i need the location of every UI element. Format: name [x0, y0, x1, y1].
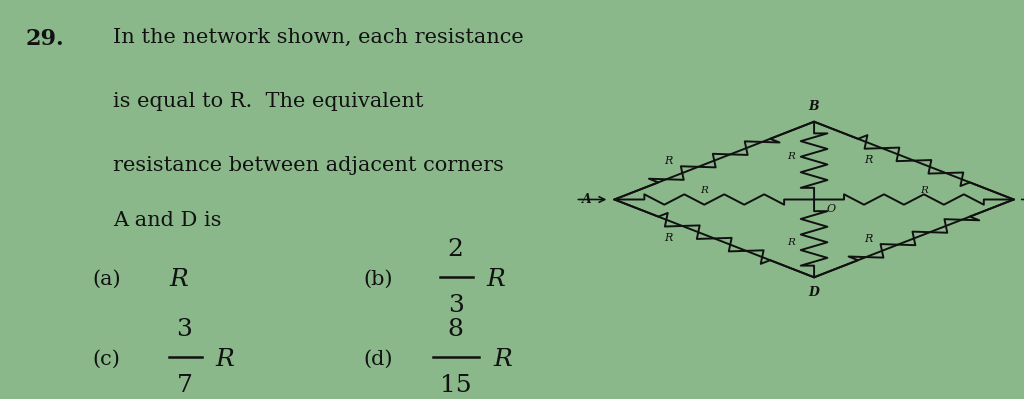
Text: is equal to R.  The equivalent: is equal to R. The equivalent: [113, 92, 423, 111]
Text: (a): (a): [92, 270, 121, 289]
Text: R: R: [920, 186, 928, 195]
Text: R: R: [169, 268, 187, 291]
Text: (c): (c): [92, 350, 120, 369]
Text: 29.: 29.: [26, 28, 65, 50]
Text: 3: 3: [176, 318, 193, 341]
Text: R: R: [486, 268, 505, 291]
Text: R: R: [864, 234, 872, 244]
Text: 7: 7: [176, 373, 193, 397]
Text: 8: 8: [447, 318, 464, 341]
Text: R: R: [665, 156, 673, 166]
Text: O: O: [826, 204, 836, 214]
Text: 15: 15: [440, 373, 471, 397]
Text: R: R: [700, 186, 709, 195]
Text: D: D: [809, 286, 819, 299]
Text: B: B: [809, 100, 819, 113]
Text: In the network shown, each resistance: In the network shown, each resistance: [113, 28, 523, 47]
Text: R: R: [494, 348, 512, 371]
Text: (d): (d): [364, 350, 393, 369]
Text: R: R: [215, 348, 233, 371]
Text: R: R: [864, 155, 872, 165]
Text: A and D is: A and D is: [113, 211, 221, 231]
Text: R: R: [787, 152, 796, 161]
Text: (b): (b): [364, 270, 393, 289]
Text: 3: 3: [447, 294, 464, 317]
Text: resistance between adjacent corners: resistance between adjacent corners: [113, 156, 504, 175]
Text: R: R: [665, 233, 673, 243]
Text: 2: 2: [447, 238, 464, 261]
Text: A: A: [582, 193, 592, 206]
Text: R: R: [787, 238, 796, 247]
